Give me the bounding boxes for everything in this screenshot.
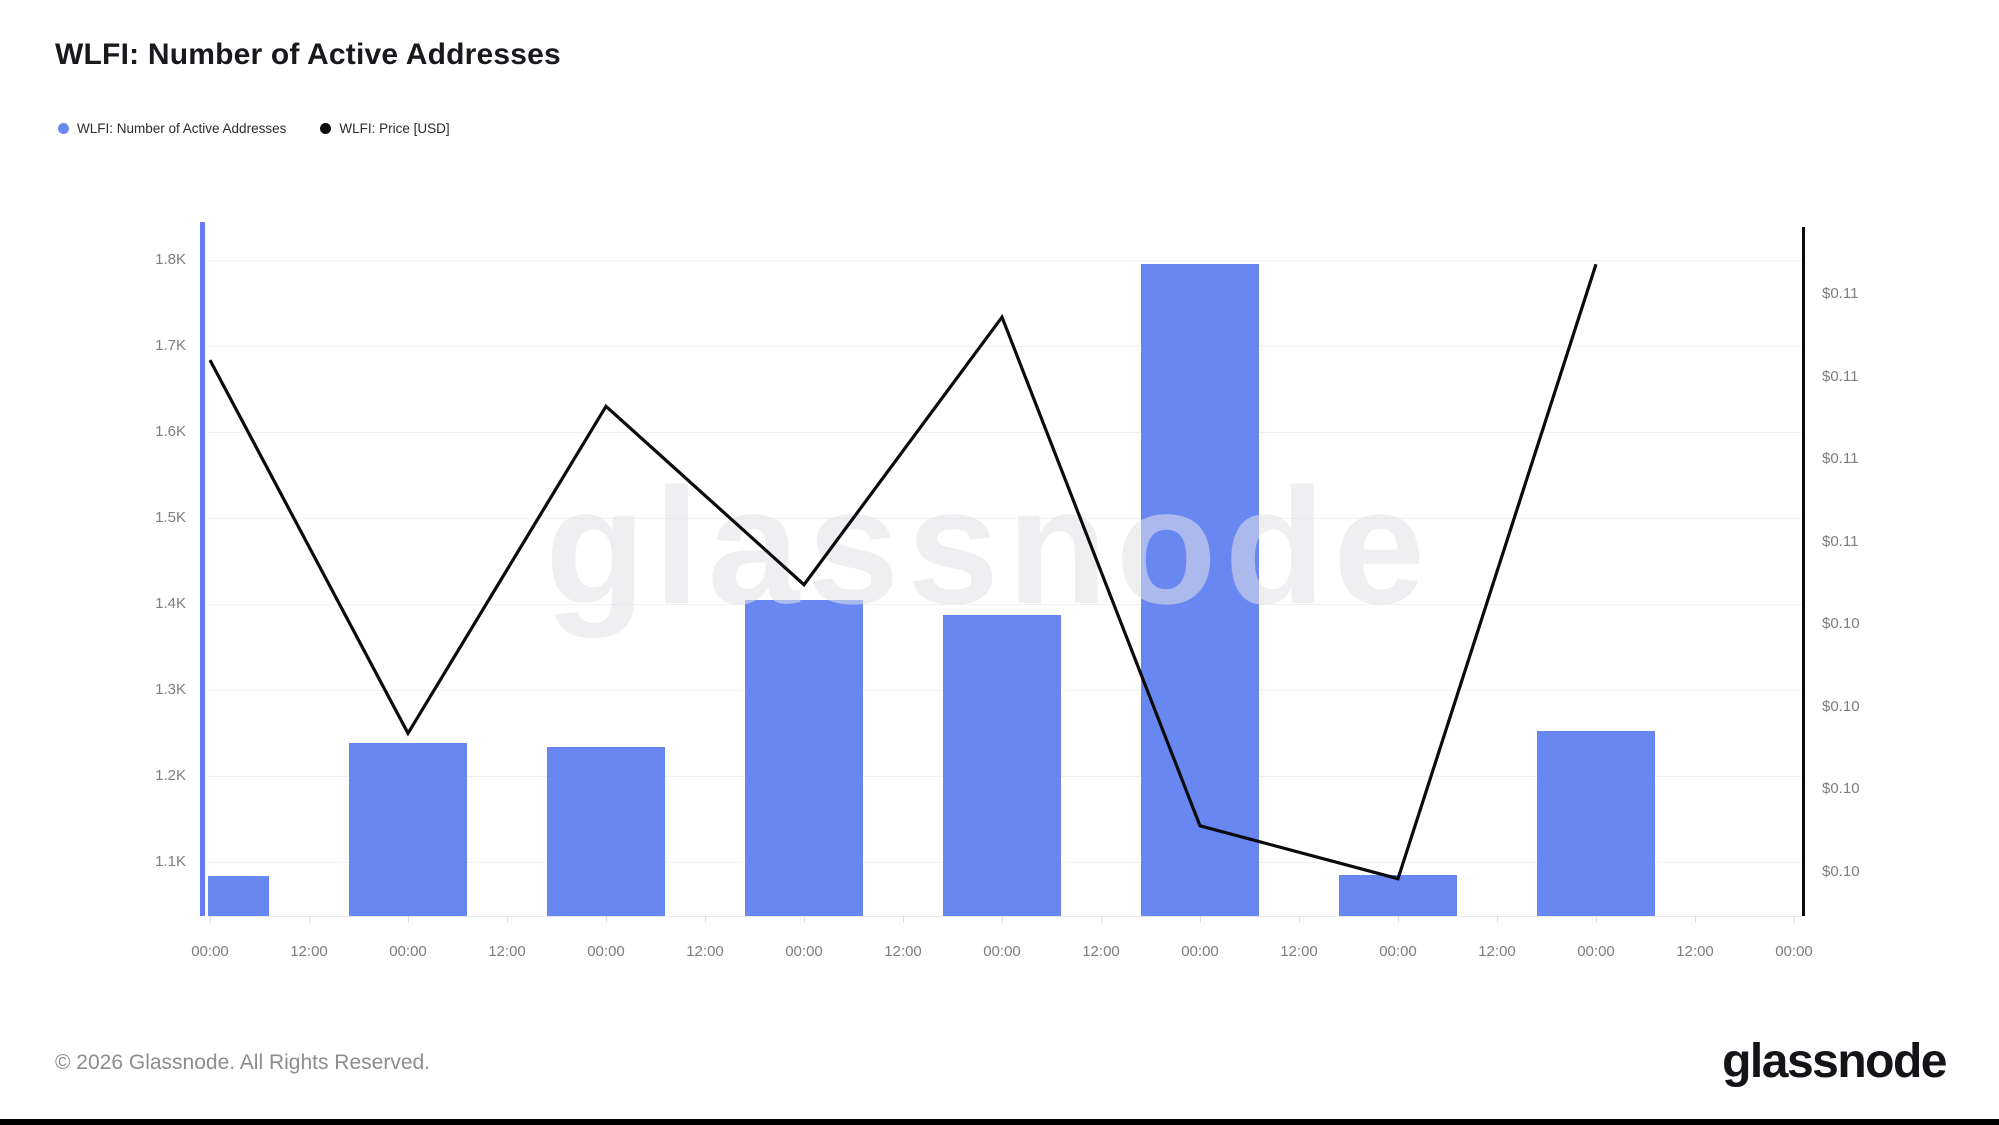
x-axis-tick-mark xyxy=(507,916,508,923)
gridline xyxy=(208,259,1803,261)
right-axis-tick-label: $0.11 xyxy=(1822,532,1859,550)
x-axis-tick-mark xyxy=(1695,916,1696,923)
price-line[interactable] xyxy=(208,263,1598,881)
x-axis-tick-label: 12:00 xyxy=(1676,943,1714,960)
bar-active-addresses-day-5[interactable] xyxy=(943,615,1061,916)
x-axis-tick-mark xyxy=(1299,916,1300,923)
left-axis-tick-label: 1.1K xyxy=(155,852,186,870)
glassnode-logo: glassnode xyxy=(1722,1035,1947,1088)
left-axis-tick-label: 1.7K xyxy=(155,336,186,354)
right-axis-tick-label: $0.11 xyxy=(1822,367,1859,385)
legend-label-active-addresses: WLFI: Number of Active Addresses xyxy=(77,121,287,136)
bar-active-addresses-day-2[interactable] xyxy=(349,743,467,916)
x-axis-tick-mark xyxy=(1794,916,1795,923)
left-axis-tick-label: 1.5K xyxy=(155,508,186,526)
x-axis-tick-label: 00:00 xyxy=(1181,943,1219,960)
x-axis-tick-label: 12:00 xyxy=(1478,943,1516,960)
x-axis-tick-label: 00:00 xyxy=(785,943,823,960)
gridline xyxy=(208,345,1803,347)
page-title: WLFI: Number of Active Addresses xyxy=(55,38,561,71)
bar-active-addresses-day-3[interactable] xyxy=(547,747,665,916)
x-axis-line xyxy=(208,916,1803,917)
x-axis-tick-label: 12:00 xyxy=(488,943,526,960)
x-axis-tick-mark xyxy=(903,916,904,923)
left-axis-tick-label: 1.8K xyxy=(155,250,186,268)
x-axis-tick-mark xyxy=(210,916,211,923)
copyright-text: © 2026 Glassnode. All Rights Reserved. xyxy=(55,1051,431,1074)
x-axis-tick-mark xyxy=(1101,916,1102,923)
x-axis-tick-mark xyxy=(1596,916,1597,923)
bar-active-addresses-day-4[interactable] xyxy=(745,599,863,916)
legend-item-active-addresses[interactable]: WLFI: Number of Active Addresses xyxy=(58,121,286,136)
left-axis-tick-label: 1.6K xyxy=(155,422,186,440)
left-axis-tick-label: 1.3K xyxy=(155,680,186,698)
right-axis-tick-label: $0.11 xyxy=(1822,450,1859,468)
x-axis-tick-label: 12:00 xyxy=(686,943,724,960)
x-axis-tick-label: 00:00 xyxy=(587,943,625,960)
x-axis-tick-mark xyxy=(408,916,409,923)
left-axis-line xyxy=(200,222,205,916)
x-axis-tick-label: 12:00 xyxy=(1280,943,1318,960)
plot-area xyxy=(208,222,1803,916)
x-axis-tick-label: 12:00 xyxy=(1082,943,1120,960)
right-axis-tick-label: $0.10 xyxy=(1822,780,1860,798)
x-axis-tick-mark xyxy=(606,916,607,923)
x-axis-tick-mark xyxy=(804,916,805,923)
x-axis-tick-label: 00:00 xyxy=(1379,943,1417,960)
bar-active-addresses-day-6[interactable] xyxy=(1141,264,1259,916)
x-axis-tick-mark xyxy=(1497,916,1498,923)
x-axis-tick-mark xyxy=(1200,916,1201,923)
bar-active-addresses-day-1[interactable] xyxy=(208,876,269,916)
chart-legend: WLFI: Number of Active Addresses WLFI: P… xyxy=(58,121,450,136)
x-axis-tick-mark xyxy=(309,916,310,923)
legend-label-price: WLFI: Price [USD] xyxy=(339,121,450,136)
x-axis-tick-label: 12:00 xyxy=(884,943,922,960)
right-axis-tick-label: $0.10 xyxy=(1822,697,1860,715)
legend-item-price[interactable]: WLFI: Price [USD] xyxy=(320,121,450,136)
legend-dot-price-icon xyxy=(320,123,332,134)
bar-active-addresses-day-7[interactable] xyxy=(1339,874,1457,916)
right-axis-line xyxy=(1802,227,1805,916)
bar-active-addresses-day-8[interactable] xyxy=(1537,731,1655,916)
bottom-border-strip xyxy=(0,1119,1999,1125)
left-axis-tick-label: 1.2K xyxy=(155,766,186,784)
gridline xyxy=(208,431,1803,433)
right-axis-tick-label: $0.11 xyxy=(1822,285,1859,302)
x-axis-tick-label: 00:00 xyxy=(1775,943,1813,960)
x-axis-tick-label: 12:00 xyxy=(290,943,328,960)
price-line-layer xyxy=(208,263,1598,881)
x-axis-tick-mark xyxy=(1002,916,1003,923)
x-axis-tick-mark xyxy=(705,916,706,923)
x-axis-tick-mark xyxy=(1398,916,1399,923)
gridline xyxy=(208,603,1803,605)
right-axis-tick-label: $0.10 xyxy=(1822,615,1860,633)
right-axis-tick-label: $0.10 xyxy=(1822,863,1860,881)
x-axis-tick-label: 00:00 xyxy=(389,943,427,960)
gridline xyxy=(208,517,1803,519)
left-axis-tick-label: 1.4K xyxy=(155,594,186,612)
x-axis-tick-label: 00:00 xyxy=(1577,943,1615,960)
x-axis-tick-label: 00:00 xyxy=(191,943,229,960)
x-axis-tick-label: 00:00 xyxy=(983,943,1021,960)
legend-dot-active-addresses-icon xyxy=(58,123,69,134)
